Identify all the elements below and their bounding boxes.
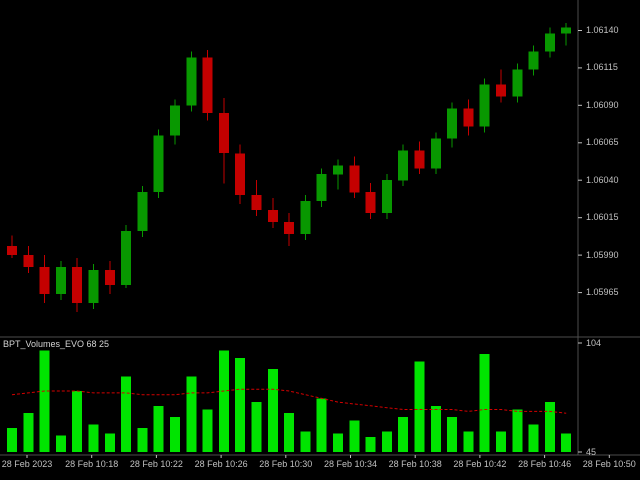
candle-body xyxy=(72,267,83,303)
candle-body xyxy=(300,201,311,235)
candle-body xyxy=(218,112,229,154)
candle-body xyxy=(349,165,360,193)
candle-body xyxy=(137,192,148,232)
candle-body xyxy=(496,84,506,97)
candle-body xyxy=(170,105,180,136)
volume-bar xyxy=(398,416,409,452)
volume-ma-line xyxy=(11,388,567,414)
volume-bar xyxy=(251,402,262,452)
volume-bar xyxy=(414,361,425,452)
time-tick-label: 28 Feb 10:42 xyxy=(453,459,507,469)
volume-bar xyxy=(528,424,539,452)
volume-bar xyxy=(544,402,555,452)
candle-body xyxy=(561,27,572,34)
volume-bar xyxy=(561,433,572,452)
volume-bar xyxy=(365,437,376,452)
candle-body xyxy=(512,69,523,97)
candle-body xyxy=(23,255,34,268)
volume-bar xyxy=(316,398,327,452)
volume-bar xyxy=(170,416,180,452)
candle-body xyxy=(55,267,66,295)
candle-body xyxy=(7,246,17,256)
volume-bar xyxy=(430,405,441,452)
candle-body xyxy=(104,270,115,286)
indicator-title: BPT_Volumes_EVO 68 25 xyxy=(3,339,110,349)
candle-body xyxy=(398,150,409,181)
time-tick-label: 28 Feb 10:30 xyxy=(259,459,313,469)
volume-bar xyxy=(284,413,295,452)
volume-tick-label: 45 xyxy=(586,446,597,457)
price-tick-label: 1.05965 xyxy=(586,287,619,298)
time-tick-label: 28 Feb 10:26 xyxy=(194,459,248,469)
volume-bar xyxy=(218,350,229,452)
volume-bar xyxy=(88,424,99,452)
volume-bar xyxy=(496,431,506,452)
candle-body xyxy=(381,180,392,214)
price-tick-label: 1.06115 xyxy=(586,62,618,73)
volume-bar xyxy=(104,433,115,452)
volume-bar xyxy=(349,420,360,452)
volume-bar xyxy=(39,350,50,452)
volume-bar xyxy=(121,376,132,452)
time-tick-label: 28 Feb 10:46 xyxy=(518,459,572,469)
candle-body xyxy=(88,270,99,303)
price-tick-label: 1.05990 xyxy=(586,249,619,260)
candle-body xyxy=(430,138,441,169)
volume-bar xyxy=(300,431,311,452)
time-tick-label: 28 Feb 10:38 xyxy=(388,459,442,469)
candle-body xyxy=(284,222,295,235)
volume-bar xyxy=(72,391,83,452)
time-tick-label: 28 Feb 10:18 xyxy=(65,459,119,469)
candle-body xyxy=(316,174,327,202)
time-tick-label: 28 Feb 10:34 xyxy=(323,459,378,469)
price-tick-label: 1.06090 xyxy=(586,99,619,110)
candle-body xyxy=(447,108,458,139)
candle-body xyxy=(235,153,246,196)
candle-body xyxy=(528,51,539,70)
candle-body xyxy=(251,195,262,211)
volume-bar xyxy=(512,409,523,452)
price-tick-label: 1.06065 xyxy=(586,137,619,148)
candle-body xyxy=(267,210,278,223)
candle-body xyxy=(333,165,343,175)
volume-bar xyxy=(463,431,474,452)
candle-body xyxy=(39,267,50,295)
candle-body xyxy=(544,33,555,52)
candle-body xyxy=(202,57,213,113)
volume-bar xyxy=(186,376,197,452)
time-tick-label: 28 Feb 2023 xyxy=(1,459,53,469)
volume-bar xyxy=(479,354,490,452)
volume-bar xyxy=(137,428,148,452)
volume-bar xyxy=(23,413,34,452)
volume-bar xyxy=(235,357,246,452)
volume-bar xyxy=(7,428,17,452)
volume-tick-label: 104 xyxy=(586,337,602,348)
volume-bar xyxy=(381,431,392,452)
volume-bar xyxy=(267,368,278,452)
candle-wick xyxy=(565,23,567,46)
volume-bar xyxy=(55,435,66,452)
volume-bar xyxy=(202,409,213,452)
candle-body xyxy=(153,135,164,193)
time-tick-label: 28 Feb 10:50 xyxy=(582,459,636,469)
price-axis[interactable]: 1.06140 1.06115 1.06090 1.06065 1.06040 1.060… xyxy=(579,0,640,337)
candle-body xyxy=(186,57,197,106)
candle-body xyxy=(414,150,425,169)
candle-body xyxy=(121,231,132,286)
volume-indicator-axis[interactable]: 104 45 xyxy=(579,337,640,457)
volume-bar xyxy=(153,405,164,452)
candle-body xyxy=(365,192,376,214)
candle-body xyxy=(479,84,490,127)
volume-bar xyxy=(333,433,343,452)
price-tick-label: 1.06140 xyxy=(586,24,619,35)
time-tick-label: 28 Feb 10:22 xyxy=(129,459,183,469)
price-tick-label: 1.06040 xyxy=(586,174,619,185)
time-axis[interactable]: 28 Feb 2023 28 Feb 10:18 28 Feb 10:22 28 Fe… xyxy=(0,455,640,480)
volume-bar xyxy=(447,416,458,452)
candle-body xyxy=(463,108,474,127)
price-tick-label: 1.06015 xyxy=(586,212,619,223)
